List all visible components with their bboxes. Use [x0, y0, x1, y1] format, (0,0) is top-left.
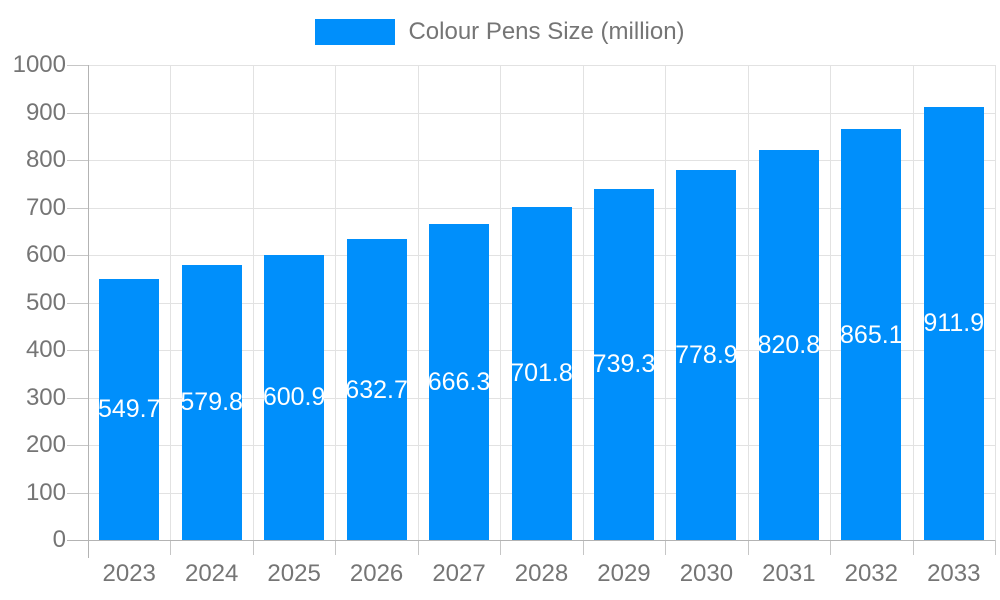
x-axis-tick	[417, 540, 419, 555]
bar[interactable]	[264, 254, 325, 540]
x-axis-tick-label: 2032	[844, 560, 898, 587]
y-axis-tick	[67, 112, 88, 114]
x-axis-tick	[252, 540, 254, 555]
x-gridline	[252, 65, 254, 540]
x-axis-tick-label: 2024	[184, 560, 239, 587]
y-axis-tick	[67, 445, 88, 446]
y-axis-tick-label: 100	[25, 478, 66, 506]
bar-value-label: 865.1	[840, 320, 903, 349]
y-axis-tick-label: 900	[25, 98, 66, 126]
x-axis-tick	[747, 540, 749, 555]
x-axis-tick-label: 2025	[267, 560, 321, 587]
y-axis-tick	[67, 255, 88, 256]
bar[interactable]	[841, 129, 902, 540]
x-gridline	[500, 65, 502, 540]
y-axis-tick-label: 0	[52, 526, 66, 553]
y-axis-tick-label: 600	[25, 241, 66, 268]
bar-value-label: 579.8	[180, 388, 243, 417]
bar[interactable]	[511, 206, 572, 540]
x-gridline	[417, 65, 419, 540]
y-axis-tick	[67, 397, 88, 399]
bar-value-label: 666.3	[427, 367, 491, 396]
y-gridline	[88, 160, 995, 161]
x-gridline	[747, 65, 749, 540]
x-gridline	[665, 65, 667, 540]
bar[interactable]	[593, 188, 654, 540]
y-axis-tick-label: 300	[25, 383, 66, 411]
y-axis-tick-label: 400	[25, 336, 66, 363]
y-axis-tick	[67, 302, 88, 304]
x-axis-tick	[170, 540, 172, 555]
x-axis-tick	[912, 540, 914, 555]
x-gridline	[335, 65, 337, 540]
legend: Colour Pens Size (million)	[0, 18, 1000, 46]
y-axis-tick-label: 200	[25, 431, 66, 458]
y-axis-tick	[67, 207, 88, 209]
legend-marker-swatch	[315, 19, 396, 45]
x-gridline	[830, 65, 832, 540]
x-gridline	[912, 65, 914, 540]
x-axis-tick	[995, 540, 996, 555]
bar-value-label: 739.3	[592, 350, 656, 379]
y-axis-tick-label: 700	[25, 193, 66, 221]
bar-value-label: 549.7	[97, 395, 161, 424]
bar[interactable]	[346, 239, 407, 540]
x-axis-tick-label: 2023	[102, 560, 156, 587]
bar[interactable]	[99, 278, 160, 540]
x-gridline	[995, 65, 996, 540]
x-gridline	[170, 65, 172, 540]
x-axis-line	[67, 540, 995, 541]
bar-value-label: 911.9	[923, 309, 985, 338]
y-gridline	[88, 112, 995, 114]
bar[interactable]	[758, 150, 819, 540]
legend-label: Colour Pens Size (million)	[408, 18, 685, 45]
y-axis-tick-label: 800	[25, 146, 66, 173]
y-axis-tick	[67, 350, 88, 351]
y-axis-line	[88, 65, 89, 558]
y-axis-tick	[67, 65, 88, 66]
x-axis-tick	[335, 540, 337, 555]
x-axis-tick-label: 2026	[349, 560, 404, 587]
x-gridline	[582, 65, 584, 540]
x-axis-tick-label: 2029	[597, 560, 651, 587]
bar-value-label: 701.8	[510, 359, 573, 388]
x-axis-tick	[665, 540, 667, 555]
bar-value-label: 778.9	[675, 341, 738, 369]
y-gridline	[88, 65, 995, 66]
y-axis-tick	[67, 160, 88, 161]
x-axis-tick-label: 2033	[927, 560, 981, 587]
x-axis-tick	[582, 540, 584, 555]
x-axis-tick-label: 2031	[762, 560, 816, 587]
bar-value-label: 600.9	[262, 383, 326, 412]
x-axis-tick-label: 2028	[514, 560, 569, 587]
bar[interactable]	[429, 223, 490, 540]
bar-value-label: 632.7	[345, 375, 408, 404]
y-axis-tick-label: 500	[25, 288, 66, 316]
y-axis-tick	[67, 492, 88, 494]
x-axis-tick	[830, 540, 832, 555]
legend-item[interactable]: Colour Pens Size (million)	[315, 18, 685, 46]
bar-value-label: 820.8	[757, 331, 821, 360]
bar[interactable]	[676, 170, 737, 540]
bar[interactable]	[923, 106, 984, 540]
y-axis-tick-label: 1000	[12, 51, 66, 78]
x-axis-tick-label: 2030	[679, 560, 734, 587]
x-axis-tick	[500, 540, 502, 555]
bar[interactable]	[181, 264, 242, 540]
x-axis-tick-label: 2027	[432, 560, 486, 587]
